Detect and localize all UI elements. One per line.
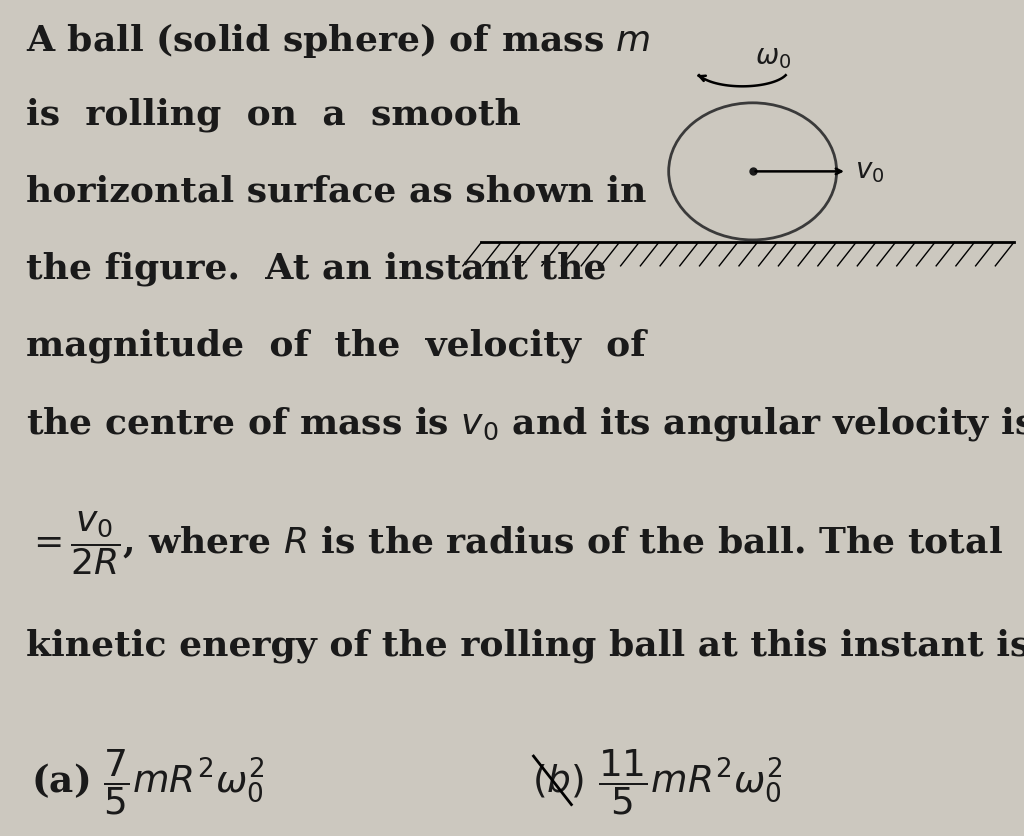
Text: horizontal surface as shown in: horizontal surface as shown in bbox=[26, 175, 646, 209]
Text: magnitude  of  the  velocity  of: magnitude of the velocity of bbox=[26, 329, 645, 363]
Text: is  rolling  on  a  smooth: is rolling on a smooth bbox=[26, 98, 520, 132]
Text: the centre of mass is $v_0$ and its angular velocity is $\omega_0$: the centre of mass is $v_0$ and its angu… bbox=[26, 405, 1024, 443]
Text: the figure.  At an instant the: the figure. At an instant the bbox=[26, 252, 606, 286]
Text: (a) $\dfrac{7}{5}mR^2\omega_0^2$: (a) $\dfrac{7}{5}mR^2\omega_0^2$ bbox=[31, 747, 264, 818]
Text: $\omega_0$: $\omega_0$ bbox=[755, 43, 792, 71]
Text: $v_0$: $v_0$ bbox=[855, 157, 885, 186]
Text: kinetic energy of the rolling ball at this instant is: kinetic energy of the rolling ball at th… bbox=[26, 629, 1024, 663]
Text: $= \dfrac{v_0}{2R}$, where $R$ is the radius of the ball. The total: $= \dfrac{v_0}{2R}$, where $R$ is the ra… bbox=[26, 509, 1002, 578]
Text: A ball (solid sphere) of mass $m$: A ball (solid sphere) of mass $m$ bbox=[26, 21, 650, 60]
Text: $(b)$ $\dfrac{11}{5}mR^2\omega_0^2$: $(b)$ $\dfrac{11}{5}mR^2\omega_0^2$ bbox=[532, 747, 783, 818]
